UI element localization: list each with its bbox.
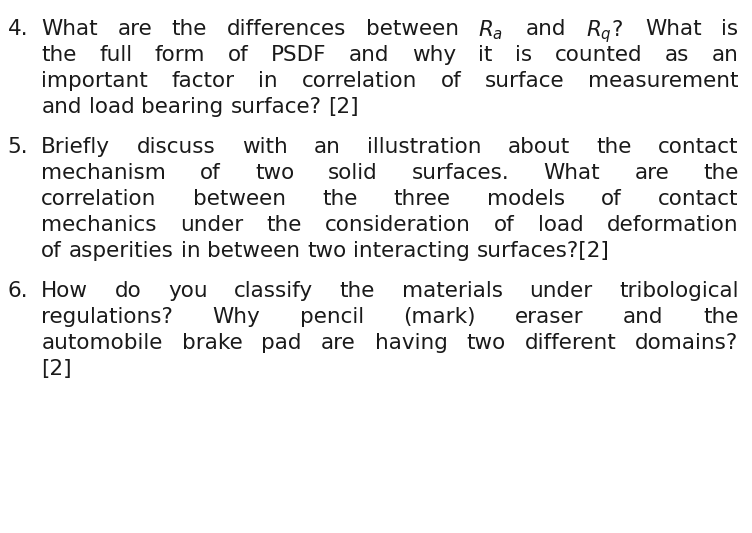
Text: under: under [180, 215, 244, 235]
Text: eraser: eraser [515, 307, 584, 327]
Text: between: between [365, 19, 459, 39]
Text: the: the [172, 19, 208, 39]
Text: under: under [529, 281, 593, 301]
Text: and: and [623, 307, 664, 327]
Text: models: models [487, 189, 565, 209]
Text: consideration: consideration [325, 215, 471, 235]
Text: two: two [307, 241, 347, 261]
Text: full: full [99, 45, 132, 64]
Text: pencil: pencil [300, 307, 364, 327]
Text: about: about [508, 137, 570, 157]
Text: do: do [115, 281, 141, 301]
Text: is: is [721, 19, 738, 39]
Text: of: of [41, 241, 62, 261]
Text: the: the [340, 281, 375, 301]
Text: differences: differences [227, 19, 346, 39]
Text: How: How [41, 281, 89, 301]
Text: of: of [601, 189, 622, 209]
Text: of: of [228, 45, 248, 64]
Text: domains?: domains? [635, 333, 738, 353]
Text: the: the [322, 189, 357, 209]
Text: [2]: [2] [41, 359, 72, 379]
Text: materials: materials [402, 281, 503, 301]
Text: load: load [89, 96, 135, 117]
Text: surfaces.: surfaces. [412, 163, 510, 183]
Text: different: different [525, 333, 617, 353]
Text: 5.: 5. [8, 137, 28, 157]
Text: mechanism: mechanism [41, 163, 166, 183]
Text: 4.: 4. [8, 19, 28, 39]
Text: and: and [526, 19, 566, 39]
Text: important: important [41, 71, 148, 91]
Text: an: an [711, 45, 738, 64]
Text: Briefly: Briefly [41, 137, 111, 157]
Text: 6.: 6. [8, 281, 28, 301]
Text: the: the [266, 215, 302, 235]
Text: the: the [41, 45, 77, 64]
Text: contact: contact [658, 189, 738, 209]
Text: illustration: illustration [367, 137, 481, 157]
Text: you: you [168, 281, 208, 301]
Text: solid: solid [328, 163, 378, 183]
Text: two: two [255, 163, 294, 183]
Text: factor: factor [171, 71, 235, 91]
Text: are: are [321, 333, 356, 353]
Text: correlation: correlation [302, 71, 417, 91]
Text: classify: classify [234, 281, 314, 301]
Text: are: are [635, 163, 669, 183]
Text: form: form [155, 45, 205, 64]
Text: $R_q$?: $R_q$? [586, 19, 623, 45]
Text: surface?: surface? [230, 96, 322, 117]
Text: (mark): (mark) [403, 307, 476, 327]
Text: having: having [374, 333, 447, 353]
Text: in: in [180, 241, 200, 261]
Text: and: and [349, 45, 390, 64]
Text: and: and [41, 96, 82, 117]
Text: Why: Why [213, 307, 260, 327]
Text: bearing: bearing [141, 96, 223, 117]
Text: of: of [200, 163, 221, 183]
Text: mechanics: mechanics [41, 215, 157, 235]
Text: contact: contact [658, 137, 738, 157]
Text: the: the [703, 307, 738, 327]
Text: load: load [538, 215, 584, 235]
Text: $R_a$: $R_a$ [478, 19, 503, 42]
Text: correlation: correlation [41, 189, 156, 209]
Text: What: What [544, 163, 600, 183]
Text: deformation: deformation [607, 215, 738, 235]
Text: measurement: measurement [588, 71, 738, 91]
Text: of: of [441, 71, 461, 91]
Text: What: What [645, 19, 702, 39]
Text: of: of [494, 215, 515, 235]
Text: is: is [515, 45, 532, 64]
Text: an: an [314, 137, 341, 157]
Text: brake: brake [182, 333, 242, 353]
Text: as: as [665, 45, 689, 64]
Text: pad: pad [262, 333, 302, 353]
Text: between: between [193, 189, 286, 209]
Text: What: What [41, 19, 98, 39]
Text: between: between [208, 241, 300, 261]
Text: the: the [596, 137, 632, 157]
Text: counted: counted [555, 45, 642, 64]
Text: the: the [703, 163, 738, 183]
Text: PSDF: PSDF [271, 45, 326, 64]
Text: automobile: automobile [41, 333, 162, 353]
Text: tribological: tribological [619, 281, 738, 301]
Text: why: why [412, 45, 456, 64]
Text: interacting: interacting [353, 241, 470, 261]
Text: in: in [259, 71, 278, 91]
Text: discuss: discuss [137, 137, 215, 157]
Text: it: it [478, 45, 493, 64]
Text: asperities: asperities [69, 241, 174, 261]
Text: two: two [466, 333, 505, 353]
Text: three: three [393, 189, 450, 209]
Text: [2]: [2] [329, 96, 359, 117]
Text: surface: surface [485, 71, 565, 91]
Text: regulations?: regulations? [41, 307, 173, 327]
Text: surfaces?[2]: surfaces?[2] [477, 241, 610, 261]
Text: with: with [241, 137, 287, 157]
Text: are: are [117, 19, 153, 39]
